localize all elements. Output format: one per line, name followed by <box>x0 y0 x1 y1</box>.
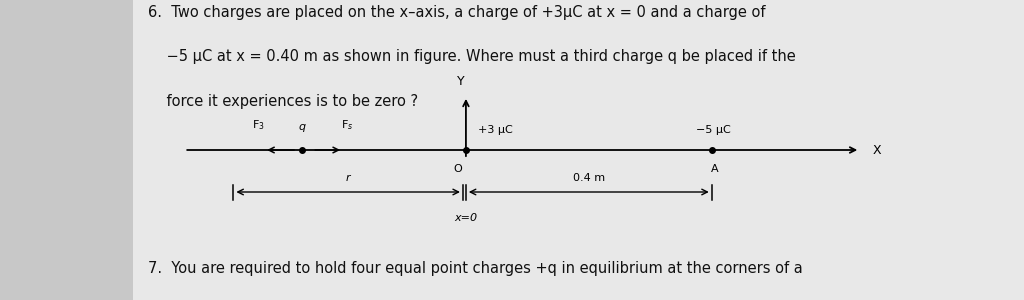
Text: 0.4 m: 0.4 m <box>572 173 605 183</box>
Text: F$_s$: F$_s$ <box>341 118 353 132</box>
Text: F$_3$: F$_3$ <box>252 118 264 132</box>
Text: Y: Y <box>457 76 465 88</box>
Text: x=0: x=0 <box>455 213 477 223</box>
Text: −5 μC at x = 0.40 m as shown in figure. Where must a third charge q be placed if: −5 μC at x = 0.40 m as shown in figure. … <box>148 50 797 64</box>
Text: force it experiences is to be zero ?: force it experiences is to be zero ? <box>148 94 419 110</box>
Text: q: q <box>299 122 305 132</box>
Text: r: r <box>346 173 350 183</box>
Text: O: O <box>454 164 462 173</box>
Text: X: X <box>872 143 881 157</box>
Text: +3 μC: +3 μC <box>478 125 513 135</box>
FancyBboxPatch shape <box>133 0 1024 300</box>
Text: A: A <box>711 164 719 173</box>
Text: 7.  You are required to hold four equal point charges +q in equilibrium at the c: 7. You are required to hold four equal p… <box>148 261 803 276</box>
Text: −5 μC: −5 μC <box>696 125 731 135</box>
Text: 6.  Two charges are placed on the x–axis, a charge of +3μC at x = 0 and a charge: 6. Two charges are placed on the x–axis,… <box>148 4 766 20</box>
